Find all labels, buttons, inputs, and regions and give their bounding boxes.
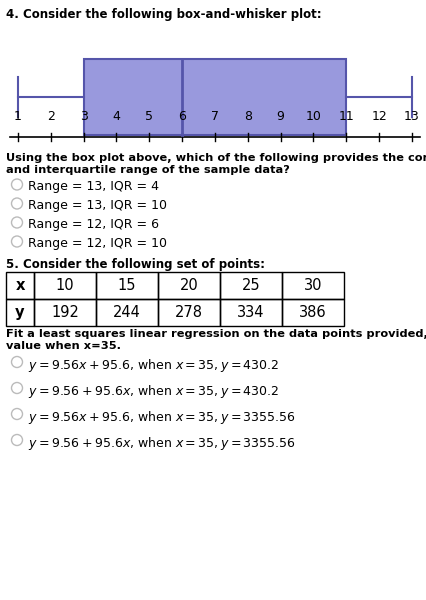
Text: 244: 244 <box>113 305 141 320</box>
Bar <box>96 272 158 299</box>
Bar <box>219 272 281 299</box>
Text: 11: 11 <box>338 110 354 123</box>
Text: 13: 13 <box>403 110 419 123</box>
Text: $y = 9.56 + 95.6x$, when $x = 35, y = 3355.56$: $y = 9.56 + 95.6x$, when $x = 35, y = 33… <box>28 435 295 452</box>
Text: 3: 3 <box>80 110 87 123</box>
Text: $y = 9.56x + 95.6$, when $x = 35, y = 430.2$: $y = 9.56x + 95.6$, when $x = 35, y = 43… <box>28 357 278 374</box>
Text: $y = 9.56x + 95.6$, when $x = 35, y = 3355.56$: $y = 9.56x + 95.6$, when $x = 35, y = 33… <box>28 409 295 426</box>
Bar <box>96 299 158 326</box>
Text: 6: 6 <box>178 110 186 123</box>
Bar <box>6 272 34 299</box>
Text: Fit a least squares linear regression on the data points provided, then predict : Fit a least squares linear regression on… <box>6 329 426 339</box>
Text: 10: 10 <box>55 278 74 293</box>
Text: 15: 15 <box>118 278 136 293</box>
Text: y: y <box>15 305 25 320</box>
Text: 2: 2 <box>47 110 55 123</box>
Bar <box>281 299 343 326</box>
Text: x: x <box>15 278 25 293</box>
Text: 25: 25 <box>241 278 260 293</box>
Text: 1: 1 <box>14 110 22 123</box>
Text: 10: 10 <box>305 110 321 123</box>
Text: value when x=35.: value when x=35. <box>6 341 121 351</box>
Text: 12: 12 <box>371 110 386 123</box>
Bar <box>219 299 281 326</box>
Text: $y = 9.56 + 95.6x$, when $x = 35, y = 430.2$: $y = 9.56 + 95.6x$, when $x = 35, y = 43… <box>28 383 278 400</box>
Bar <box>158 299 219 326</box>
Bar <box>281 272 343 299</box>
Text: Range = 12, IQR = 10: Range = 12, IQR = 10 <box>28 237 167 250</box>
Text: 4: 4 <box>112 110 120 123</box>
Text: Range = 13, IQR = 4: Range = 13, IQR = 4 <box>28 180 158 193</box>
Text: Using the box plot above, which of the following provides the correct values for: Using the box plot above, which of the f… <box>6 153 426 163</box>
Text: Range = 13, IQR = 10: Range = 13, IQR = 10 <box>28 199 167 212</box>
Bar <box>34 272 96 299</box>
Text: and interquartile range of the sample data?: and interquartile range of the sample da… <box>6 165 289 175</box>
Text: 4. Consider the following box-and-whisker plot:: 4. Consider the following box-and-whiske… <box>6 8 321 21</box>
Text: 5: 5 <box>145 110 153 123</box>
Bar <box>6 299 34 326</box>
Bar <box>83 59 345 135</box>
Text: Range = 12, IQR = 6: Range = 12, IQR = 6 <box>28 218 158 231</box>
Text: 192: 192 <box>51 305 79 320</box>
Text: 8: 8 <box>243 110 251 123</box>
Text: 278: 278 <box>175 305 202 320</box>
Bar <box>158 272 219 299</box>
Bar <box>34 299 96 326</box>
Text: 30: 30 <box>303 278 322 293</box>
Text: 334: 334 <box>237 305 264 320</box>
Text: 386: 386 <box>299 305 326 320</box>
Text: 9: 9 <box>276 110 284 123</box>
Text: 5. Consider the following set of points:: 5. Consider the following set of points: <box>6 258 265 271</box>
Text: 7: 7 <box>210 110 219 123</box>
Text: 20: 20 <box>179 278 198 293</box>
